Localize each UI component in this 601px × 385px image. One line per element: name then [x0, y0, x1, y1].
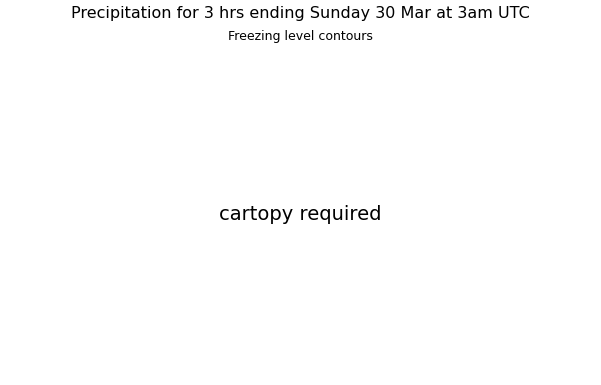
- Text: cartopy required: cartopy required: [219, 205, 382, 224]
- Text: Precipitation for 3 hrs ending Sunday 30 Mar at 3am UTC: Precipitation for 3 hrs ending Sunday 30…: [71, 6, 530, 21]
- Text: Freezing level contours: Freezing level contours: [228, 30, 373, 43]
